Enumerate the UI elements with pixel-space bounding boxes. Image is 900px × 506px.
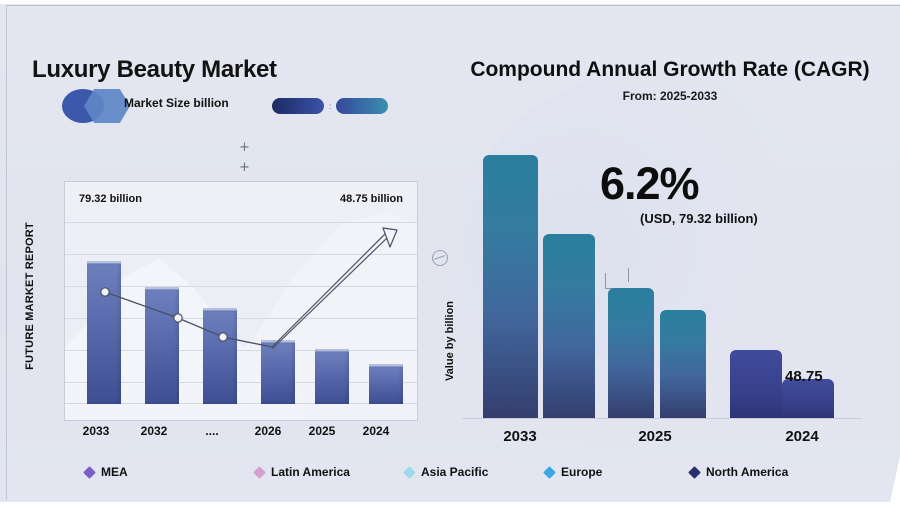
left-axis-label-2033: 2033	[82, 424, 110, 438]
legend-label-north-america: North America	[706, 465, 789, 479]
panel-left-border	[6, 5, 7, 500]
left-chart-end-value: 48.75 billion	[340, 193, 403, 205]
legend-item-europe[interactable]: Europe	[543, 465, 690, 479]
baseline	[65, 403, 417, 404]
left-axis-label-2026: 2026	[254, 424, 282, 438]
right-chart-y-axis-label: Value by billion	[444, 300, 456, 382]
gridline	[65, 350, 417, 351]
legend-swatch-mea	[83, 465, 96, 479]
market-size-label: Market Size billion	[124, 96, 229, 110]
legend-swatch-north-america	[688, 465, 701, 479]
bar-2026	[261, 340, 295, 404]
bar-2033	[87, 261, 121, 404]
legend-swatch-latin-america	[253, 465, 266, 479]
left-axis-label-dots: ....	[205, 424, 219, 438]
right-bar-2024-secondary	[782, 379, 834, 418]
legend-item-asia-pacific[interactable]: Asia Pacific	[403, 465, 545, 479]
chart-legend: MEA Latin America Asia Pacific Europe No…	[83, 465, 805, 479]
color-pill-secondary	[336, 98, 389, 114]
gridline	[65, 382, 417, 383]
right-bar-2025-primary	[608, 288, 654, 418]
right-bar-2025-secondary	[660, 310, 706, 418]
cagr-units: (USD, 79.32 billion)	[640, 211, 758, 226]
gridline	[65, 286, 417, 287]
brand-logo-icon	[62, 89, 132, 123]
legend-label-latin-america: Latin America	[271, 465, 350, 479]
panel-top-border	[6, 5, 900, 6]
legend-swatch-asia-pacific	[403, 465, 416, 479]
legend-label-asia-pacific: Asia Pacific	[421, 465, 489, 479]
right-axis-label-2025: 2025	[638, 428, 672, 445]
left-chart-y-axis-label: FUTURE MARKET REPORT	[24, 222, 36, 370]
right-bar-2033-secondary	[543, 234, 595, 418]
plus-mark-icon-1: +	[239, 140, 250, 155]
right-chart-data-label: 48.75	[785, 368, 823, 385]
legend-item-latin-america[interactable]: Latin America	[253, 465, 405, 479]
legend-item-north-america[interactable]: North America	[688, 465, 789, 479]
color-pill-separator: :	[329, 101, 332, 111]
minus-circle-icon	[432, 250, 448, 266]
bar-2025	[315, 349, 349, 404]
right-axis-label-2024: 2024	[785, 428, 819, 445]
cagr-subtitle: From: 2025-2033	[622, 89, 718, 103]
gridline	[65, 254, 417, 255]
legend-swatch-europe	[543, 465, 556, 479]
series-color-key: :	[272, 98, 389, 114]
gridline	[65, 222, 417, 223]
bar-2024	[369, 364, 403, 404]
plus-mark-icon-2: +	[239, 160, 250, 175]
logo-hexagon-shape	[84, 89, 130, 123]
gridline	[65, 318, 417, 319]
color-pill-primary	[272, 98, 324, 114]
bar-dots	[203, 308, 237, 404]
legend-label-europe: Europe	[561, 465, 603, 479]
trend-line-overlay	[100, 227, 398, 350]
right-axis-label-2033: 2033	[503, 428, 537, 445]
legend-item-mea[interactable]: MEA	[83, 465, 255, 479]
left-axis-label-2032: 2032	[140, 424, 168, 438]
right-chart-baseline	[462, 418, 862, 419]
legend-label-mea: MEA	[101, 465, 128, 479]
left-chart-start-value: 79.32 billion	[79, 193, 142, 205]
decorative-notch-tick	[628, 268, 630, 282]
right-bar-2024-primary	[730, 350, 782, 418]
page-title: Luxury Beauty Market	[32, 56, 277, 83]
cagr-value: 6.2%	[600, 158, 700, 209]
cagr-title: Compound Annual Growth Rate (CAGR)	[470, 58, 870, 81]
left-bar-chart: 79.32 billion 48.75 billion	[64, 181, 418, 421]
right-bar-2033-primary	[483, 155, 538, 418]
left-axis-label-2025: 2025	[308, 424, 336, 438]
left-axis-label-2024: 2024	[362, 424, 390, 438]
